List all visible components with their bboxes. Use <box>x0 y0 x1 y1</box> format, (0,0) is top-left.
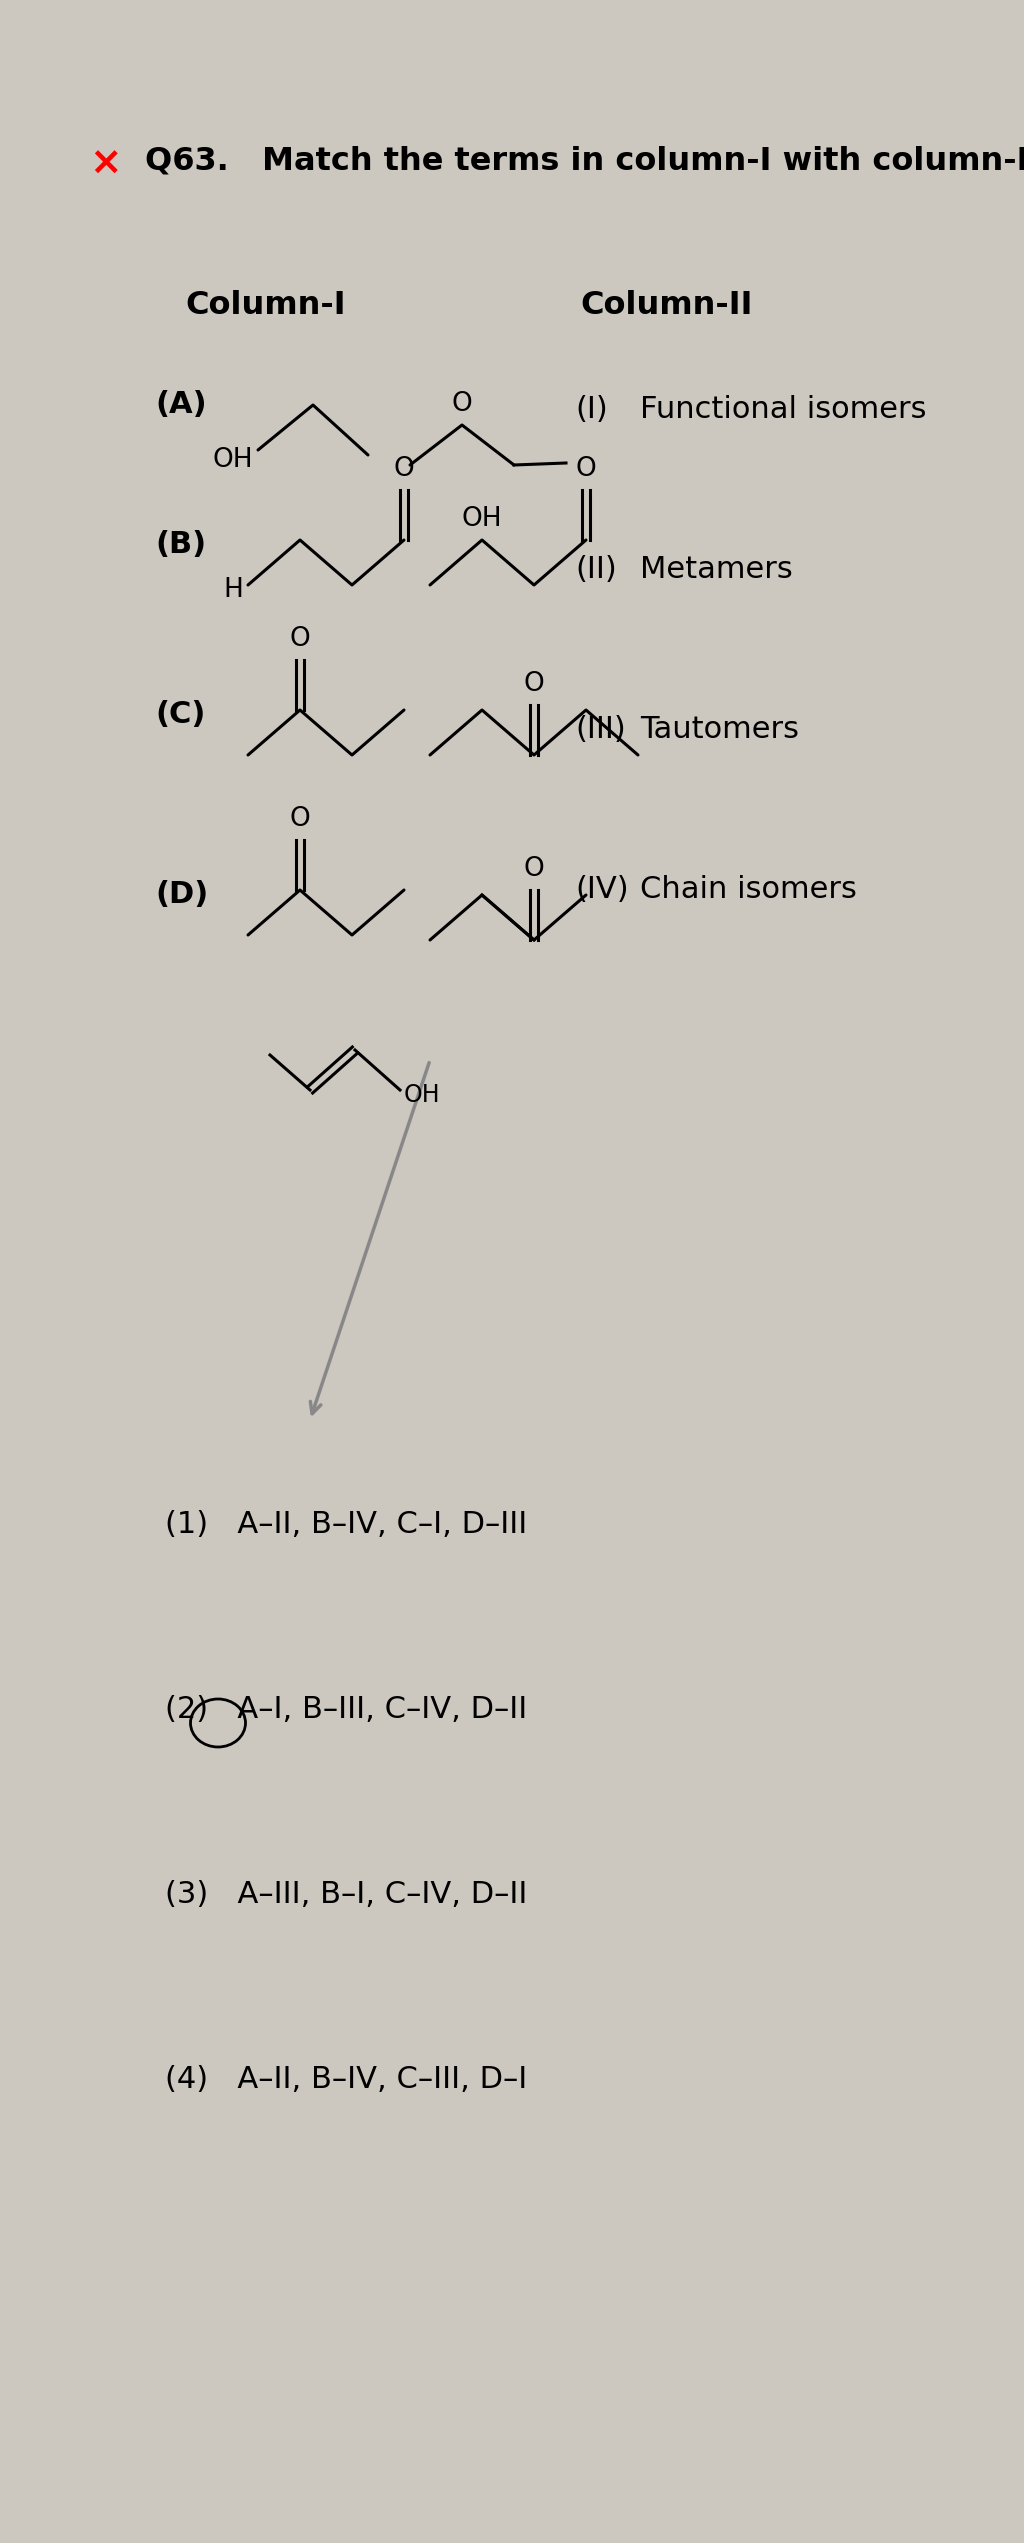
Text: Chain isomers: Chain isomers <box>640 875 857 903</box>
Text: OH: OH <box>404 1083 440 1106</box>
Text: Column-II: Column-II <box>580 290 753 320</box>
Text: (C): (C) <box>155 699 206 730</box>
Text: Q63.   Match the terms in column-I with column-II.: Q63. Match the terms in column-I with co… <box>145 145 1024 175</box>
Text: (II): (II) <box>575 554 616 585</box>
Text: OH: OH <box>212 448 253 473</box>
Text: Column-I: Column-I <box>185 290 346 320</box>
Text: (1)   A–II, B–IV, C–I, D–III: (1) A–II, B–IV, C–I, D–III <box>165 1511 527 1539</box>
Text: OH: OH <box>462 506 503 531</box>
Text: ×: × <box>89 145 121 183</box>
Text: (4)   A–II, B–IV, C–III, D–I: (4) A–II, B–IV, C–III, D–I <box>165 2065 527 2093</box>
Text: (III): (III) <box>575 715 626 745</box>
Text: O: O <box>393 455 415 483</box>
Text: (D): (D) <box>155 880 208 908</box>
Text: (3)   A–III, B–I, C–IV, D–II: (3) A–III, B–I, C–IV, D–II <box>165 1879 527 1910</box>
Text: O: O <box>290 626 310 651</box>
FancyArrowPatch shape <box>310 1063 429 1414</box>
Text: (A): (A) <box>155 389 207 420</box>
Text: (I): (I) <box>575 394 608 425</box>
Text: H: H <box>223 577 243 603</box>
Text: O: O <box>452 392 472 417</box>
Text: Tautomers: Tautomers <box>640 715 799 745</box>
Text: O: O <box>523 857 545 882</box>
Text: (IV): (IV) <box>575 875 629 903</box>
Text: O: O <box>290 806 310 832</box>
Text: O: O <box>523 671 545 697</box>
Text: Metamers: Metamers <box>640 554 793 585</box>
Text: O: O <box>575 455 596 483</box>
Text: (B): (B) <box>155 529 206 559</box>
Text: (2)   A–I, B–III, C–IV, D–II: (2) A–I, B–III, C–IV, D–II <box>165 1696 527 1724</box>
Text: Functional isomers: Functional isomers <box>640 394 927 425</box>
